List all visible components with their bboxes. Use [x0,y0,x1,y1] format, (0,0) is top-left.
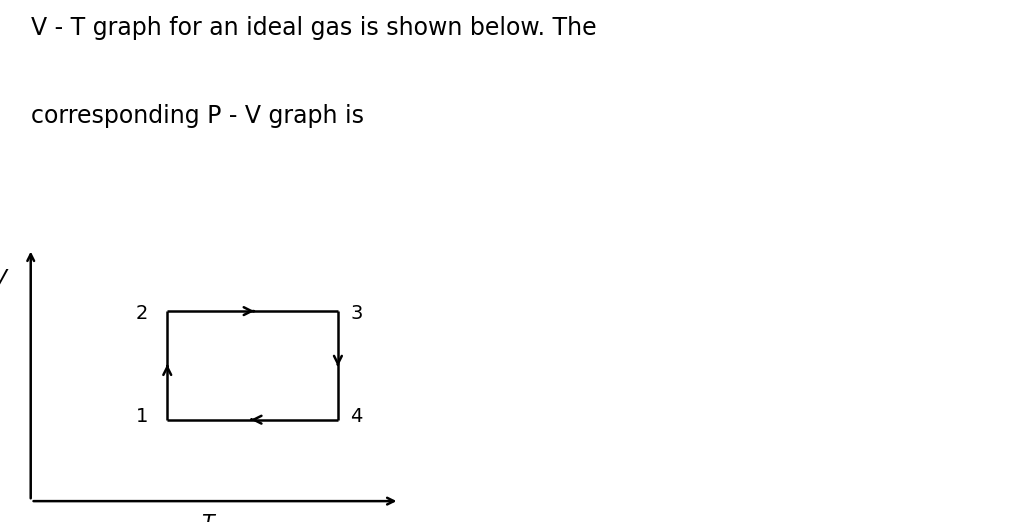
Text: 4: 4 [350,408,362,426]
Text: 1: 1 [136,408,148,426]
Text: corresponding P - V graph is: corresponding P - V graph is [31,104,364,128]
Text: T: T [202,514,214,522]
Text: V - T graph for an ideal gas is shown below. The: V - T graph for an ideal gas is shown be… [31,16,596,40]
Text: 3: 3 [350,304,362,323]
Text: V: V [0,268,7,289]
Text: 2: 2 [136,304,148,323]
